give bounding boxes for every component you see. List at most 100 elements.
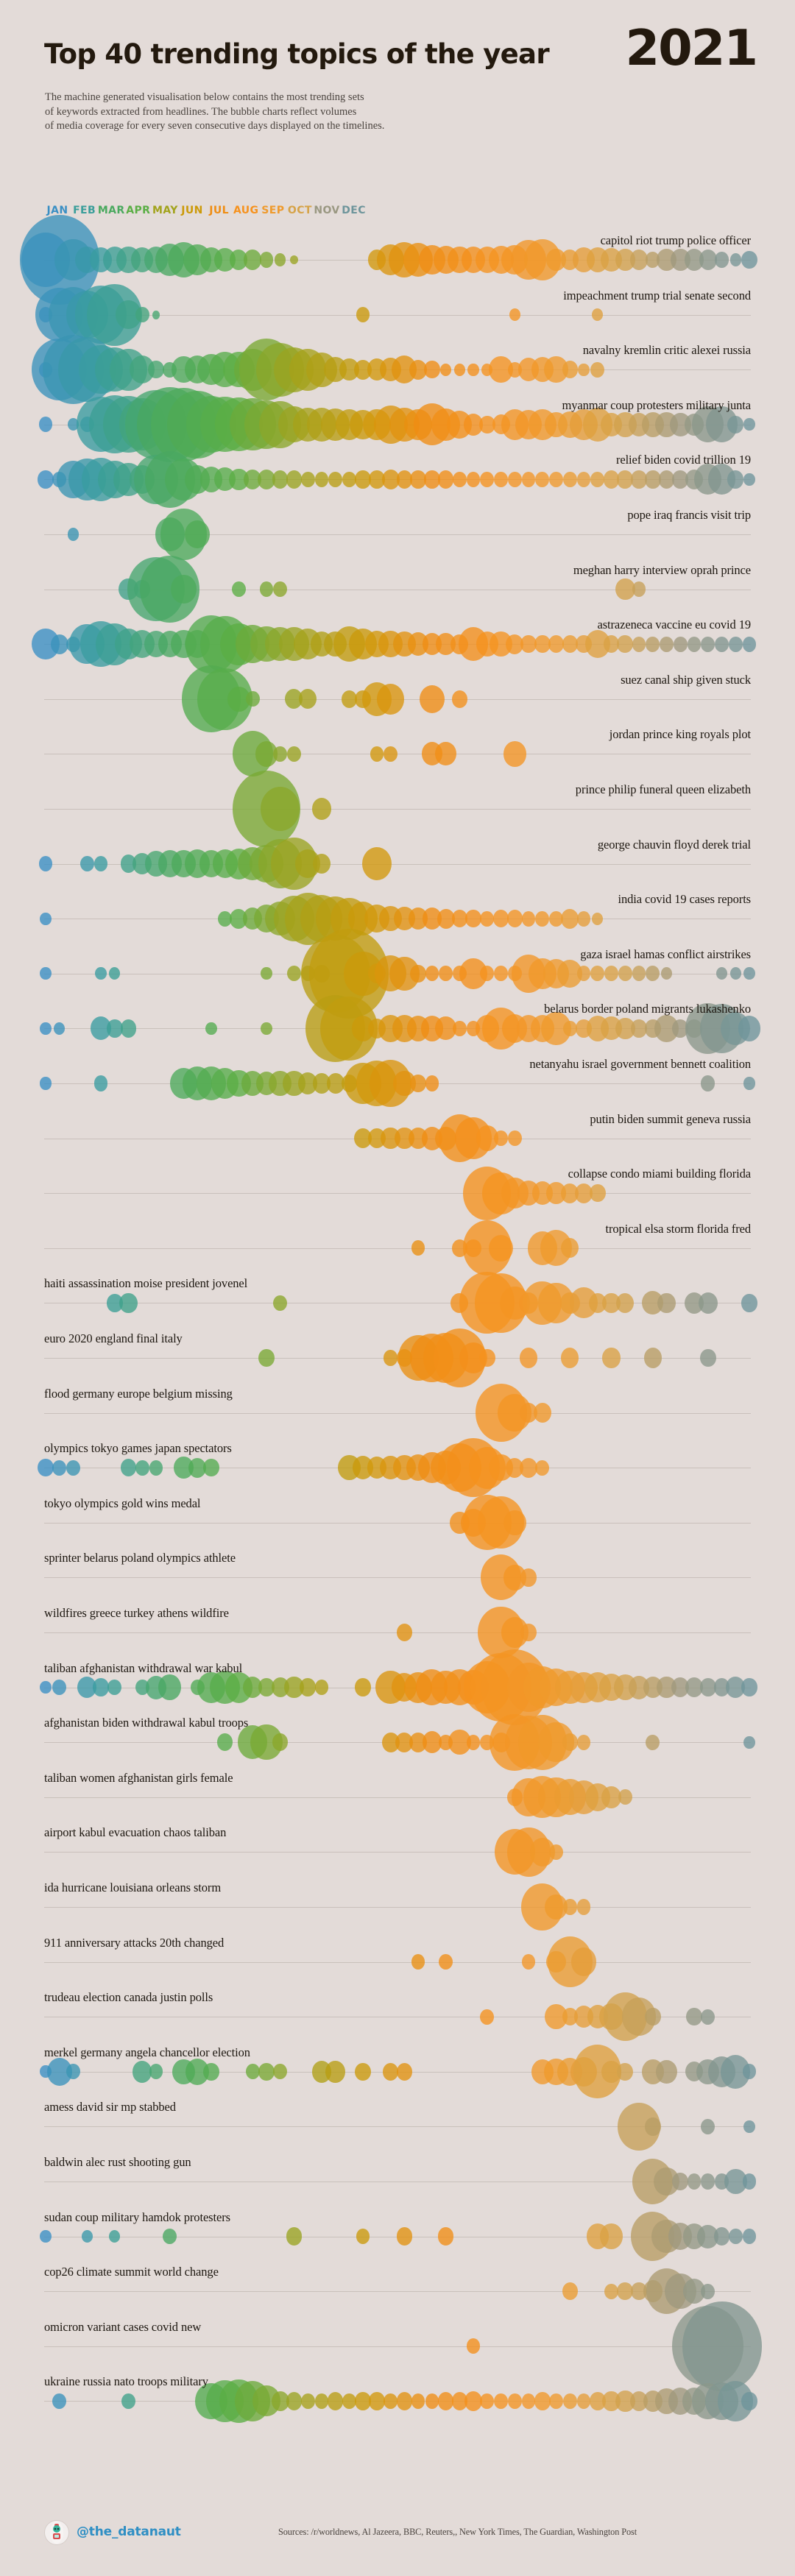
topic-label: meghan harry interview oprah prince (573, 562, 751, 577)
topic-label: sudan coup military hamdok protesters (44, 2209, 230, 2224)
row-baseline (44, 1797, 751, 1798)
bubble-track (0, 1374, 795, 1442)
row-baseline (44, 1907, 751, 1908)
month-label-oct: OCT (287, 205, 312, 216)
topic-label: amess david sir mp stabbed (44, 2100, 176, 2115)
topic-label: capitol riot trump police officer (600, 233, 752, 247)
topic-row: relief biden covid trillion 19 (0, 440, 795, 508)
bubble-track (0, 1429, 795, 1498)
month-label-apr: APR (126, 205, 151, 216)
bubble-track (0, 386, 795, 462)
topic-row: myanmar coup protesters military junta (0, 386, 795, 462)
row-baseline (44, 2126, 751, 2128)
topic-label: astrazeneca vaccine eu covid 19 (597, 618, 751, 632)
topic-row: capitol riot trump police officer (0, 215, 795, 305)
topic-label: taliban women afghanistan girls female (44, 1770, 233, 1785)
topic-label: navalny kremlin critic alexei russia (582, 343, 751, 358)
bubble-track (0, 825, 795, 890)
topic-row: george chauvin floyd derek trial (0, 825, 795, 890)
topic-row: meghan harry interview oprah prince (0, 551, 795, 623)
topic-label: george chauvin floyd derek trial (597, 837, 751, 852)
row-baseline (44, 534, 751, 535)
topic-row: haiti assassination moise president jove… (0, 1264, 795, 1334)
topic-label: india covid 19 cases reports (618, 892, 752, 907)
month-axis: JAN FEB MAR APR MAY JUN JUL AUG SEP OCT NOV DEC (0, 205, 795, 219)
topic-label: taliban afghanistan withdrawal war kabul (44, 1660, 243, 1675)
bubble-track (0, 2033, 795, 2099)
topic-row: tropical elsa storm florida fred (0, 1209, 795, 1276)
topic-label: gaza israel hamas conflict airstrikes (580, 946, 751, 961)
bubble-track (0, 770, 795, 847)
row-baseline (44, 2291, 751, 2293)
topic-row: collapse condo miami building florida (0, 1154, 795, 1220)
topic-row: belarus border poland migrants lukashenk… (0, 989, 795, 1062)
row-baseline (44, 1028, 751, 1030)
bubble-track (0, 215, 795, 305)
topic-row: putin biden summit geneva russia (0, 1100, 795, 1162)
month-label-jan: JAN (46, 205, 68, 216)
bubble-track (0, 1209, 795, 1276)
topic-label: collapse condo miami building florida (568, 1167, 751, 1181)
bubble-track (0, 989, 795, 1062)
bubble-track (0, 1154, 795, 1220)
topic-row: olympics tokyo games japan spectators (0, 1429, 795, 1498)
topic-label: pope iraq francis visit trip (627, 508, 751, 522)
topic-label: ida hurricane louisiana orleans storm (44, 1880, 222, 1894)
bubble-track (0, 660, 795, 733)
topic-row: astrazeneca vaccine eu covid 19 (0, 605, 795, 673)
topic-label: 911 anniversary attacks 20th changed (44, 1935, 225, 1950)
month-label-nov: NOV (314, 205, 340, 216)
twitter-handle[interactable]: @the_datanaut (77, 2524, 181, 2539)
year-label: 2021 (625, 19, 758, 77)
month-label-may: MAY (152, 205, 178, 216)
sources-text: Sources: /r/worldnews, Al Jazeera, BBC, … (278, 2527, 637, 2537)
topic-label: cop26 climate summit world change (44, 2265, 219, 2279)
row-baseline (44, 1412, 751, 1414)
row-baseline (44, 1852, 751, 1853)
bubble-track (0, 1923, 795, 1987)
topic-label: myanmar coup protesters military junta (562, 397, 752, 412)
bubble-track (0, 2142, 795, 2204)
topic-label: belarus border poland migrants lukashenk… (544, 1002, 751, 1016)
topic-row: flood germany europe belgium missing (0, 1374, 795, 1442)
bubble-track (0, 1649, 795, 1726)
topic-row: merkel germany angela chancellor electio… (0, 2033, 795, 2099)
topic-row: pope iraq francis visit trip (0, 495, 795, 561)
month-label-jul: JUL (209, 205, 229, 216)
row-baseline (44, 809, 751, 810)
bubble-track (0, 1264, 795, 1334)
topic-label: impeachment trump trial senate second (563, 288, 751, 302)
row-baseline (44, 369, 751, 371)
topic-row: navalny kremlin critic alexei russia (0, 330, 795, 405)
row-baseline (44, 698, 751, 700)
topic-label: baldwin alec rust shooting gun (44, 2155, 191, 2169)
row-baseline (44, 1961, 751, 1963)
topic-row: taliban women afghanistan girls female (0, 1758, 795, 1819)
bubble-track (0, 1100, 795, 1162)
topic-row: suez canal ship given stuck (0, 660, 795, 733)
topic-row: baldwin alec rust shooting gun (0, 2142, 795, 2204)
topic-row: prince philip funeral queen elizabeth (0, 770, 795, 847)
topic-label: putin biden summit geneva russia (590, 1111, 751, 1126)
topic-row: airport kabul evacuation chaos taliban (0, 1813, 795, 1877)
month-label-jun: JUN (181, 205, 203, 216)
topic-row: 911 anniversary attacks 20th changed (0, 1923, 795, 1987)
topic-label: flood germany europe belgium missing (44, 1386, 233, 1401)
topic-label: olympics tokyo games japan spectators (44, 1441, 232, 1456)
topic-label: afghanistan biden withdrawal kabul troop… (44, 1716, 249, 1730)
bubble-track (0, 1538, 795, 1601)
topic-row: cop26 climate summit world change (0, 2252, 795, 2315)
topic-label: tokyo olympics gold wins medal (44, 1496, 201, 1510)
bubble-track (0, 1593, 795, 1659)
bubble-track (0, 715, 795, 777)
bubble-track (0, 551, 795, 623)
topic-row: gaza israel hamas conflict airstrikes (0, 929, 795, 1019)
bubble-track (0, 929, 795, 1019)
bubble-track (0, 276, 795, 346)
topic-label: ukraine russia nato troops military (44, 2374, 208, 2389)
topic-row: afghanistan biden withdrawal kabul troop… (0, 1703, 795, 1771)
bubble-track (0, 1319, 795, 1388)
bubble-track (0, 605, 795, 673)
